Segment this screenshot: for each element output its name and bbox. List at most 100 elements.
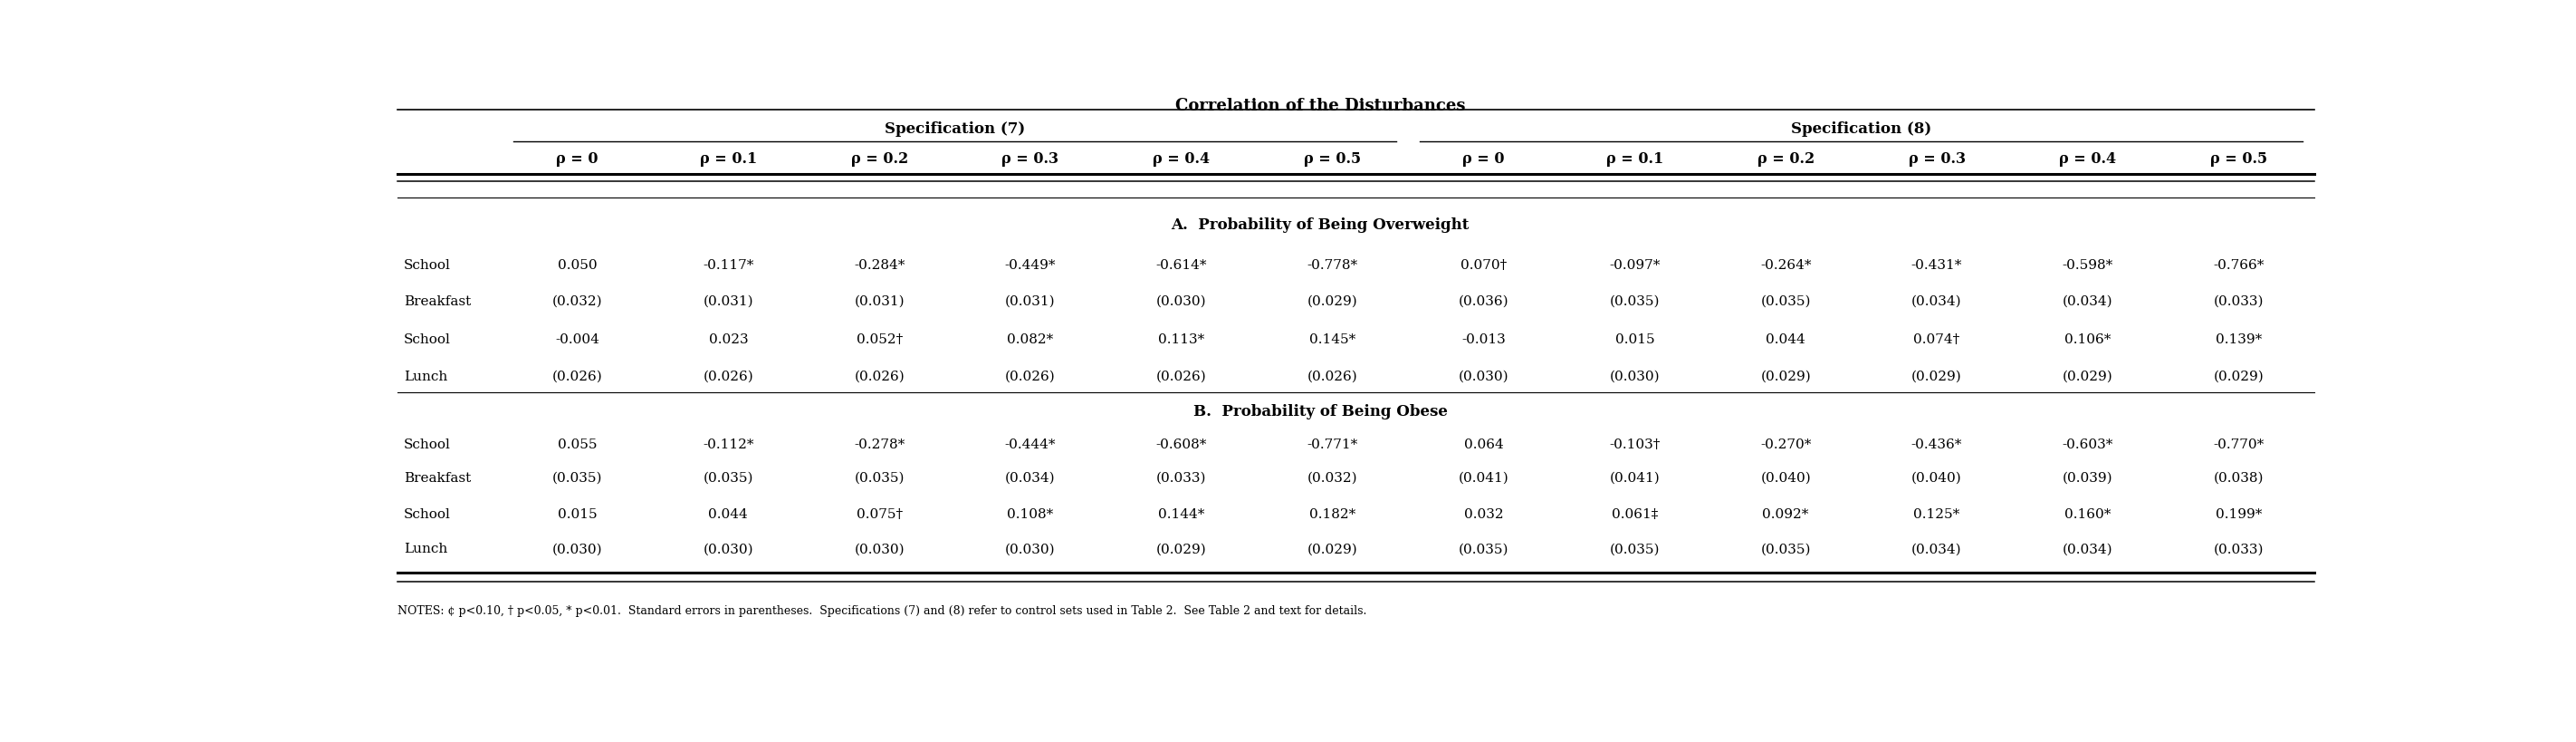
Text: (0.035): (0.035) <box>551 472 603 485</box>
Text: -0.117*: -0.117* <box>703 259 755 272</box>
Text: (0.035): (0.035) <box>1759 543 1811 556</box>
Text: (0.033): (0.033) <box>2213 295 2264 308</box>
Text: -0.778*: -0.778* <box>1306 259 1358 272</box>
Text: 0.074†: 0.074† <box>1914 334 1960 347</box>
Text: 0.106*: 0.106* <box>2063 334 2112 347</box>
Text: ρ = 0.4: ρ = 0.4 <box>1154 151 1211 166</box>
Text: 0.064: 0.064 <box>1463 439 1504 451</box>
Text: (0.030): (0.030) <box>703 543 752 556</box>
Text: (0.040): (0.040) <box>1911 472 1963 485</box>
Text: (0.032): (0.032) <box>551 295 603 308</box>
Text: -0.436*: -0.436* <box>1911 439 1963 451</box>
Text: (0.040): (0.040) <box>1759 472 1811 485</box>
Text: 0.070†: 0.070† <box>1461 259 1507 272</box>
Text: 0.052†: 0.052† <box>855 334 902 347</box>
Text: -0.449*: -0.449* <box>1005 259 1056 272</box>
Text: (0.030): (0.030) <box>1458 370 1510 383</box>
Text: (0.033): (0.033) <box>2213 543 2264 556</box>
Text: (0.041): (0.041) <box>1610 472 1659 485</box>
Text: (0.031): (0.031) <box>1005 295 1056 308</box>
Text: (0.041): (0.041) <box>1458 472 1510 485</box>
Text: (0.029): (0.029) <box>1157 543 1206 556</box>
Text: (0.030): (0.030) <box>551 543 603 556</box>
Text: (0.031): (0.031) <box>703 295 752 308</box>
Text: ρ = 0.5: ρ = 0.5 <box>1303 151 1360 166</box>
Text: 0.044: 0.044 <box>1767 334 1806 347</box>
Text: ρ = 0.1: ρ = 0.1 <box>701 151 757 166</box>
Text: -0.112*: -0.112* <box>703 439 755 451</box>
Text: 0.092*: 0.092* <box>1762 508 1808 521</box>
Text: Lunch: Lunch <box>404 370 448 383</box>
Text: -0.614*: -0.614* <box>1157 259 1208 272</box>
Text: ρ = 0: ρ = 0 <box>556 151 598 166</box>
Text: 0.015: 0.015 <box>1615 334 1654 347</box>
Text: Lunch: Lunch <box>404 543 448 556</box>
Text: (0.029): (0.029) <box>1911 370 1963 383</box>
Text: -0.598*: -0.598* <box>2063 259 2112 272</box>
Text: 0.113*: 0.113* <box>1159 334 1206 347</box>
Text: (0.036): (0.036) <box>1458 295 1510 308</box>
Text: ρ = 0: ρ = 0 <box>1463 151 1504 166</box>
Text: School: School <box>404 508 451 521</box>
Text: 0.032: 0.032 <box>1463 508 1504 521</box>
Text: (0.034): (0.034) <box>1911 543 1963 556</box>
Text: (0.029): (0.029) <box>1306 543 1358 556</box>
Text: (0.038): (0.038) <box>2213 472 2264 485</box>
Text: (0.029): (0.029) <box>1306 295 1358 308</box>
Text: (0.039): (0.039) <box>2063 472 2112 485</box>
Text: (0.026): (0.026) <box>1157 370 1206 383</box>
Text: (0.034): (0.034) <box>1911 295 1963 308</box>
Text: ρ = 0.4: ρ = 0.4 <box>2058 151 2117 166</box>
Text: ρ = 0.5: ρ = 0.5 <box>2210 151 2267 166</box>
Text: (0.035): (0.035) <box>855 472 904 485</box>
Text: 0.015: 0.015 <box>556 508 598 521</box>
Text: (0.034): (0.034) <box>2063 543 2112 556</box>
Text: ρ = 0.3: ρ = 0.3 <box>1002 151 1059 166</box>
Text: ρ = 0.3: ρ = 0.3 <box>1909 151 1965 166</box>
Text: (0.026): (0.026) <box>1306 370 1358 383</box>
Text: -0.004: -0.004 <box>554 334 600 347</box>
Text: -0.013: -0.013 <box>1461 334 1504 347</box>
Text: School: School <box>404 334 451 347</box>
Text: (0.026): (0.026) <box>703 370 755 383</box>
Text: School: School <box>404 259 451 272</box>
Text: B.  Probability of Being Obese: B. Probability of Being Obese <box>1193 404 1448 419</box>
Text: -0.103†: -0.103† <box>1610 439 1659 451</box>
Text: (0.029): (0.029) <box>2213 370 2264 383</box>
Text: 0.082*: 0.082* <box>1007 334 1054 347</box>
Text: 0.108*: 0.108* <box>1007 508 1054 521</box>
Text: School: School <box>404 439 451 451</box>
Text: (0.030): (0.030) <box>855 543 904 556</box>
Text: 0.050: 0.050 <box>556 259 598 272</box>
Text: -0.264*: -0.264* <box>1759 259 1811 272</box>
Text: 0.145*: 0.145* <box>1309 334 1355 347</box>
Text: (0.035): (0.035) <box>1610 295 1659 308</box>
Text: 0.125*: 0.125* <box>1914 508 1960 521</box>
Text: -0.766*: -0.766* <box>2213 259 2264 272</box>
Text: Breakfast: Breakfast <box>404 295 471 308</box>
Text: (0.034): (0.034) <box>1005 472 1056 485</box>
Text: (0.030): (0.030) <box>1157 295 1206 308</box>
Text: -0.444*: -0.444* <box>1005 439 1056 451</box>
Text: 0.160*: 0.160* <box>2063 508 2112 521</box>
Text: A.  Probability of Being Overweight: A. Probability of Being Overweight <box>1172 217 1468 233</box>
Text: -0.608*: -0.608* <box>1157 439 1208 451</box>
Text: NOTES: ¢ p<0.10, † p<0.05, * p<0.01.  Standard errors in parentheses.  Specifica: NOTES: ¢ p<0.10, † p<0.05, * p<0.01. Sta… <box>397 605 1368 617</box>
Text: (0.029): (0.029) <box>1759 370 1811 383</box>
Text: (0.031): (0.031) <box>855 295 904 308</box>
Text: 0.023: 0.023 <box>708 334 747 347</box>
Text: 0.139*: 0.139* <box>2215 334 2262 347</box>
Text: 0.075†: 0.075† <box>855 508 902 521</box>
Text: (0.030): (0.030) <box>1005 543 1056 556</box>
Text: (0.026): (0.026) <box>551 370 603 383</box>
Text: 0.055: 0.055 <box>556 439 598 451</box>
Text: -0.603*: -0.603* <box>2063 439 2112 451</box>
Text: (0.030): (0.030) <box>1610 370 1659 383</box>
Text: (0.026): (0.026) <box>855 370 904 383</box>
Text: 0.199*: 0.199* <box>2215 508 2262 521</box>
Text: -0.270*: -0.270* <box>1759 439 1811 451</box>
Text: (0.035): (0.035) <box>1759 295 1811 308</box>
Text: 0.144*: 0.144* <box>1159 508 1206 521</box>
Text: Specification (8): Specification (8) <box>1790 122 1932 137</box>
Text: (0.035): (0.035) <box>1610 543 1659 556</box>
